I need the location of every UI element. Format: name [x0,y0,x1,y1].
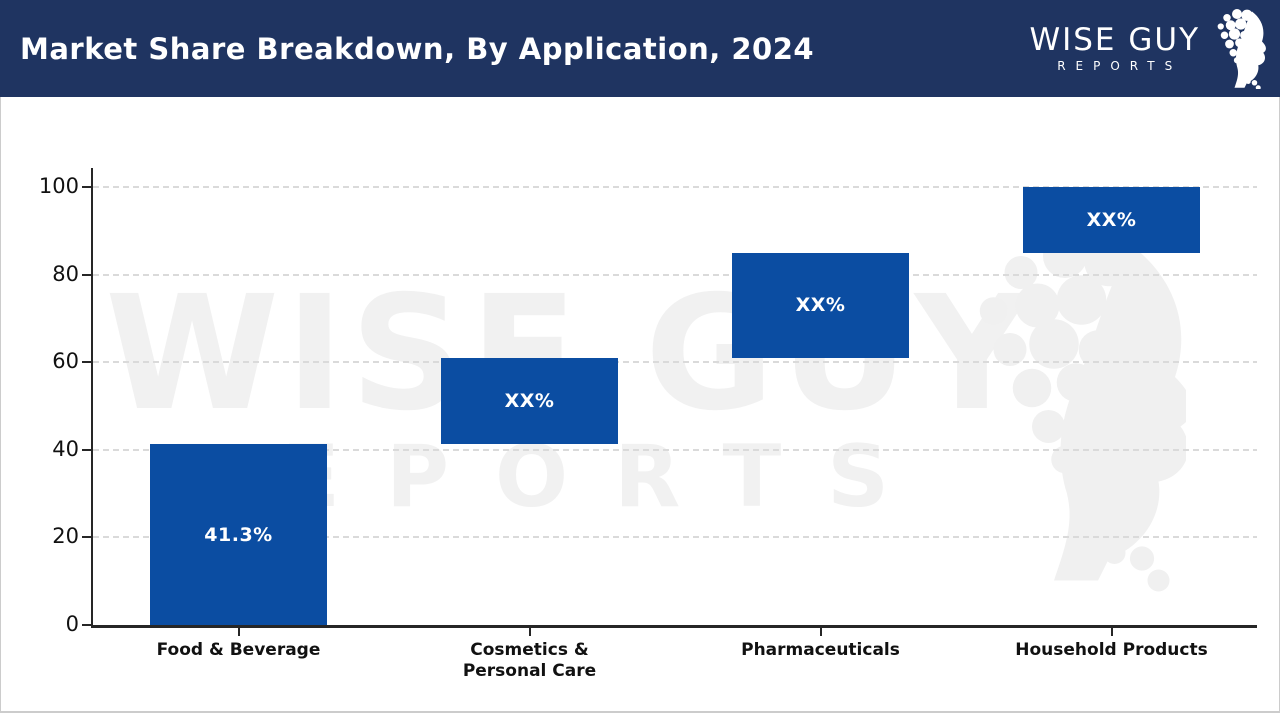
x-axis-tick-mark [237,628,240,636]
chart-area: WISE GUY REPORTS 0 20 40 60 80 100 41.3% Food &… [0,97,1280,713]
y-axis-tick-mark [82,448,91,451]
y-axis-tick-label: 0 [65,612,79,636]
y-axis-tick-label: 60 [52,349,79,374]
bar-value-label: XX% [504,389,555,412]
header-bar: Market Share Breakdown, By Application, … [0,0,1280,97]
page-title: Market Share Breakdown, By Application, … [20,31,815,66]
y-axis-tick-label: 40 [52,436,79,461]
watermark-dotted-head-icon [979,234,1186,592]
y-axis-tick-mark [82,273,91,276]
y-axis-tick-label: 100 [38,174,79,198]
bar-value-label: XX% [1086,208,1137,231]
plot-area: 0 20 40 60 80 100 41.3% Food & Beverage XX% Cosme… [39,168,1257,681]
brand-logo-text: WISE GUY REPORTS [1029,22,1200,73]
gridline-y60 [93,361,1257,364]
bar-household-products[interactable]: XX% [1023,187,1200,253]
bar-cosmetics-personal-care[interactable]: XX% [441,357,618,445]
y-axis-tick-mark [82,186,91,188]
x-axis-tick-mark [819,628,822,636]
brand-logo: WISE GUY REPORTS [1029,8,1266,89]
y-axis-tick-mark [82,536,91,539]
bar-value-label: XX% [795,294,846,317]
bar-value-label: 41.3% [204,523,273,546]
gridline-y100 [93,186,1257,188]
x-category-label-food-beverage: Food & Beverage [156,640,321,660]
y-axis-tick-label: 80 [52,261,79,286]
gridline-y80 [93,273,1257,276]
y-axis-tick-mark [82,361,91,364]
brand-subname: REPORTS [1057,59,1183,73]
x-axis-tick-mark [528,628,531,636]
x-category-label-cosmetics-personal-care: Cosmetics & Personal Care [462,640,597,682]
x-category-label-household-products: Household Products [1015,640,1208,660]
bar-pharmaceuticals[interactable]: XX% [732,252,909,358]
y-axis-tick-label: 20 [52,524,79,549]
brand-name: WISE GUY [1029,22,1200,58]
dotted-head-logo-icon [1217,8,1266,89]
gridline-y20 [93,536,1257,539]
y-axis-tick-mark [82,624,91,626]
x-category-label-pharmaceuticals: Pharmaceuticals [741,640,900,660]
bar-food-beverage[interactable]: 41.3% [150,444,327,625]
gridline-y40 [93,448,1257,451]
x-axis-tick-mark [1110,628,1113,636]
